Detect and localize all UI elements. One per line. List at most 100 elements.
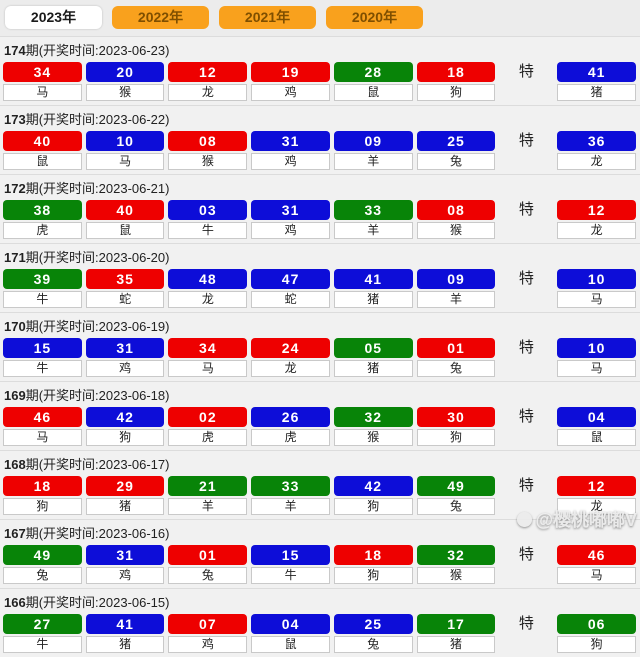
zodiac-label: 虎 [251, 429, 330, 446]
number-cell: 46 马 [3, 407, 82, 446]
draw-time: 期(开奖时间:2023-06-17) [25, 457, 170, 472]
draw-header: 172期(开奖时间:2023-06-21) [0, 177, 640, 200]
draw-block: 173期(开奖时间:2023-06-22) 40 鼠 10 马 08 猴 31 鸡 09 羊 25 兔… [0, 105, 640, 174]
number-cell: 07 鸡 [168, 614, 248, 653]
number-ball: 26 [251, 407, 330, 427]
number-cell: 25 兔 [333, 614, 413, 653]
zodiac-label: 鸡 [168, 636, 248, 653]
number-cell: 24 龙 [251, 338, 330, 377]
special-number-cell: 41 猪 [557, 62, 636, 101]
number-ball: 25 [416, 131, 496, 151]
number-cell: 47 蛇 [251, 269, 330, 308]
number-ball: 02 [168, 407, 248, 427]
zodiac-label: 猪 [85, 498, 165, 515]
zodiac-label: 猴 [85, 84, 165, 101]
number-ball: 34 [168, 338, 248, 358]
zodiac-label: 兔 [416, 360, 496, 377]
number-ball: 15 [251, 545, 330, 565]
number-cell: 29 猪 [85, 476, 165, 515]
draw-time: 期(开奖时间:2023-06-21) [25, 181, 170, 196]
special-separator-label: 特 [518, 270, 534, 287]
number-cell: 31 鸡 [85, 545, 165, 584]
number-ball: 01 [416, 338, 496, 358]
draw-period-number: 171 [4, 250, 26, 265]
special-number-cell: 04 鼠 [557, 407, 636, 446]
draw-block: 168期(开奖时间:2023-06-17) 18 狗 29 猪 21 羊 33 羊 42 狗 49 兔… [0, 450, 640, 519]
zodiac-label: 虎 [168, 429, 248, 446]
zodiac-label: 马 [3, 429, 82, 446]
zodiac-label: 蛇 [251, 291, 330, 308]
number-ball: 41 [85, 614, 165, 634]
number-cell: 31 鸡 [251, 200, 330, 239]
number-cell: 01 兔 [168, 545, 248, 584]
number-ball: 41 [557, 62, 636, 82]
tab-2023年[interactable]: 2023年 [5, 6, 102, 29]
special-separator-label: 特 [518, 477, 534, 494]
number-ball: 07 [168, 614, 248, 634]
draw-time: 期(开奖时间:2023-06-22) [25, 112, 170, 127]
tab-2021年[interactable]: 2021年 [219, 6, 316, 29]
draw-period-number: 166 [4, 595, 26, 610]
number-ball: 40 [85, 200, 165, 220]
zodiac-label: 羊 [333, 153, 413, 170]
number-cell: 12 龙 [168, 62, 248, 101]
special-number-cell: 06 狗 [557, 614, 636, 653]
number-cell: 32 猴 [333, 407, 413, 446]
number-ball: 33 [251, 476, 330, 496]
draw-time: 期(开奖时间:2023-06-15) [25, 595, 170, 610]
zodiac-label: 狗 [3, 498, 82, 515]
zodiac-label: 鼠 [557, 429, 636, 446]
draw-block: 169期(开奖时间:2023-06-18) 46 马 42 狗 02 虎 26 虎 32 猴 30 狗… [0, 381, 640, 450]
number-ball: 21 [168, 476, 248, 496]
number-cell: 15 牛 [3, 338, 82, 377]
zodiac-label: 鸡 [85, 360, 165, 377]
special-number-cell: 12 龙 [557, 476, 636, 515]
number-ball: 12 [168, 62, 248, 82]
zodiac-label: 兔 [416, 153, 496, 170]
number-ball: 04 [251, 614, 330, 634]
zodiac-label: 猪 [416, 636, 496, 653]
tab-2022年[interactable]: 2022年 [112, 6, 209, 29]
zodiac-label: 兔 [333, 636, 413, 653]
number-ball: 10 [85, 131, 165, 151]
number-ball: 30 [416, 407, 496, 427]
number-cell: 31 鸡 [85, 338, 165, 377]
number-cell: 18 狗 [416, 62, 496, 101]
number-cell: 32 猴 [416, 545, 496, 584]
number-ball: 29 [85, 476, 165, 496]
draw-header: 170期(开奖时间:2023-06-19) [0, 315, 640, 338]
zodiac-label: 鸡 [251, 153, 330, 170]
number-cell: 48 龙 [168, 269, 248, 308]
number-cell: 34 马 [3, 62, 82, 101]
zodiac-label: 牛 [251, 567, 330, 584]
tab-2020年[interactable]: 2020年 [326, 6, 423, 29]
zodiac-label: 龙 [168, 291, 248, 308]
zodiac-label: 狗 [85, 429, 165, 446]
zodiac-label: 虎 [3, 222, 82, 239]
balls-row: 18 狗 29 猪 21 羊 33 羊 42 狗 49 兔特 12 龙 [0, 476, 640, 515]
zodiac-label: 狗 [333, 567, 413, 584]
draw-header: 173期(开奖时间:2023-06-22) [0, 108, 640, 131]
zodiac-label: 狗 [416, 429, 496, 446]
number-cell: 08 猴 [168, 131, 248, 170]
number-ball: 09 [416, 269, 496, 289]
number-ball: 25 [333, 614, 413, 634]
special-separator-label: 特 [518, 201, 534, 218]
number-ball: 39 [3, 269, 82, 289]
balls-row: 34 马 20 猴 12 龙 19 鸡 28 鼠 18 狗 特 41 猪 [0, 62, 640, 101]
zodiac-label: 鸡 [251, 84, 330, 101]
zodiac-label: 马 [168, 360, 248, 377]
draw-block: 166期(开奖时间:2023-06-15) 27 牛 41 猪 07 鸡 04 鼠 25 兔 17 猪… [0, 588, 640, 657]
zodiac-label: 猴 [333, 429, 413, 446]
balls-row: 40 鼠 10 马 08 猴 31 鸡 09 羊 25 兔 特 36 龙 [0, 131, 640, 170]
number-cell: 20 猴 [85, 62, 165, 101]
special-separator-label: 特 [518, 63, 534, 80]
zodiac-label: 猴 [416, 222, 496, 239]
number-cell: 09 羊 [333, 131, 413, 170]
zodiac-label: 马 [557, 360, 636, 377]
special-number-cell: 10 马 [557, 338, 636, 377]
zodiac-label: 龙 [557, 222, 636, 239]
draw-header: 169期(开奖时间:2023-06-18) [0, 384, 640, 407]
special-number-cell: 12 龙 [557, 200, 636, 239]
number-ball: 49 [416, 476, 496, 496]
